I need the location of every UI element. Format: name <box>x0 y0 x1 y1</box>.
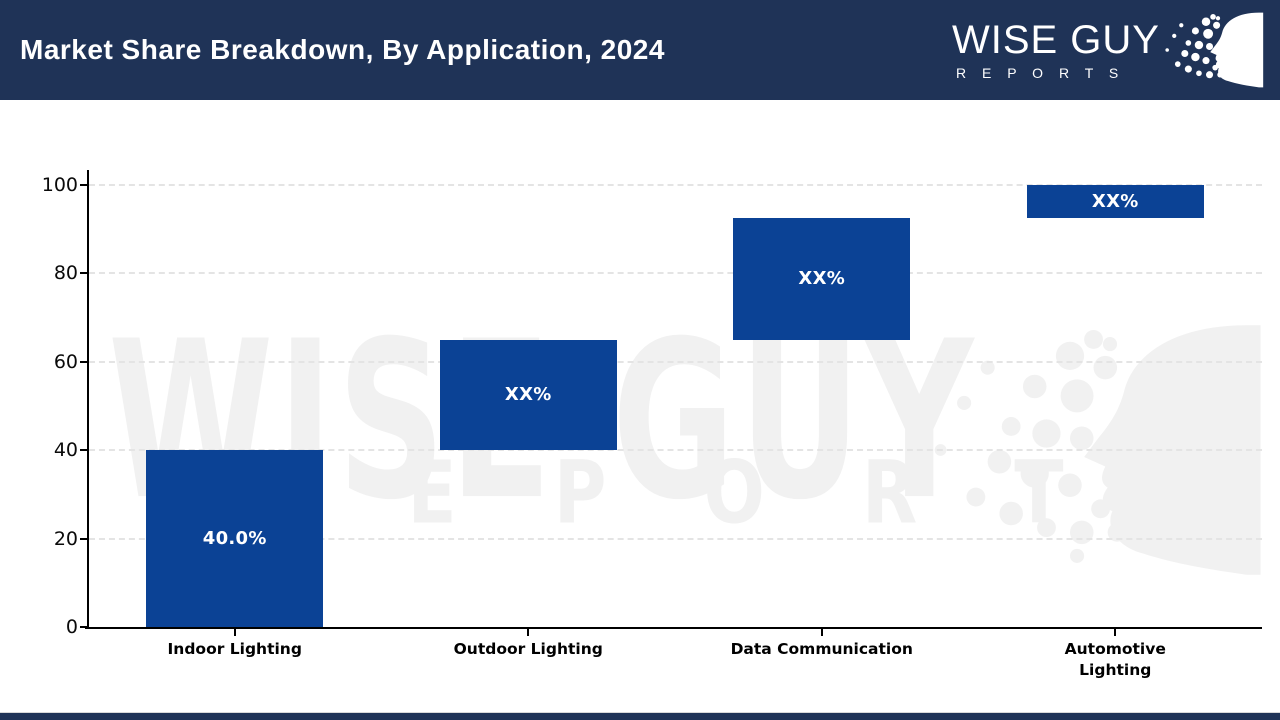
x-tick-mark-0 <box>233 629 236 636</box>
x-category-label-1: Outdoor Lighting <box>453 640 603 658</box>
bar-indoor-lighting: 40.0% <box>146 450 324 627</box>
y-tick-label-100: 100 <box>41 174 78 196</box>
y-tick-label-40: 40 <box>53 439 78 462</box>
y-axis-line <box>87 170 89 628</box>
x-category-label-0: Indoor Lighting <box>167 640 302 658</box>
x-tick-mark-1 <box>527 629 530 636</box>
y-tick-mark-100 <box>80 184 88 186</box>
bar-automotive-lighting: XX% <box>1026 185 1204 219</box>
x-axis-line <box>85 627 1262 629</box>
wise-guy-reports-logo: WISE GUY R E P O R T S <box>952 7 1280 93</box>
bar-data-communication: XX% <box>733 218 911 340</box>
header-bar: Market Share Breakdown, By Application, … <box>0 0 1280 100</box>
x-tick-mark-2 <box>820 629 823 636</box>
x-tick-mark-3 <box>1114 629 1117 636</box>
y-tick-mark-60 <box>80 360 88 363</box>
footer-bar <box>0 712 1280 720</box>
y-tick-mark-80 <box>80 272 88 275</box>
y-tick-mark-20 <box>80 537 88 540</box>
gridline-80 <box>89 272 1262 275</box>
logo-wordmark: WISE GUY <box>951 18 1160 62</box>
y-tick-mark-0 <box>80 626 88 628</box>
bar-value-label: XX% <box>798 268 846 290</box>
y-tick-label-60: 60 <box>53 350 78 373</box>
x-category-label-3: Automotive Lighting <box>1064 640 1166 679</box>
bar-outdoor-lighting: XX% <box>439 339 617 451</box>
y-tick-label-0: 0 <box>65 616 78 638</box>
bar-value-label: 40.0% <box>202 528 267 550</box>
y-tick-mark-40 <box>80 449 88 452</box>
gridline-60 <box>89 360 1262 363</box>
bar-value-label: XX% <box>504 384 552 406</box>
x-category-label-2: Data Communication <box>730 640 913 658</box>
gridline-100 <box>89 184 1262 186</box>
gridline-20 <box>89 537 1262 540</box>
logo-subtext: R E P O R T S <box>955 65 1125 81</box>
y-tick-label-20: 20 <box>53 527 78 550</box>
logo-face-icon <box>1165 12 1264 88</box>
page-title: Market Share Breakdown, By Application, … <box>20 34 665 65</box>
logo-text: WISE GUY R E P O R T S <box>952 20 1160 80</box>
bar-value-label: XX% <box>1091 191 1139 213</box>
y-tick-label-80: 80 <box>53 262 78 285</box>
gridline-40 <box>89 449 1262 452</box>
